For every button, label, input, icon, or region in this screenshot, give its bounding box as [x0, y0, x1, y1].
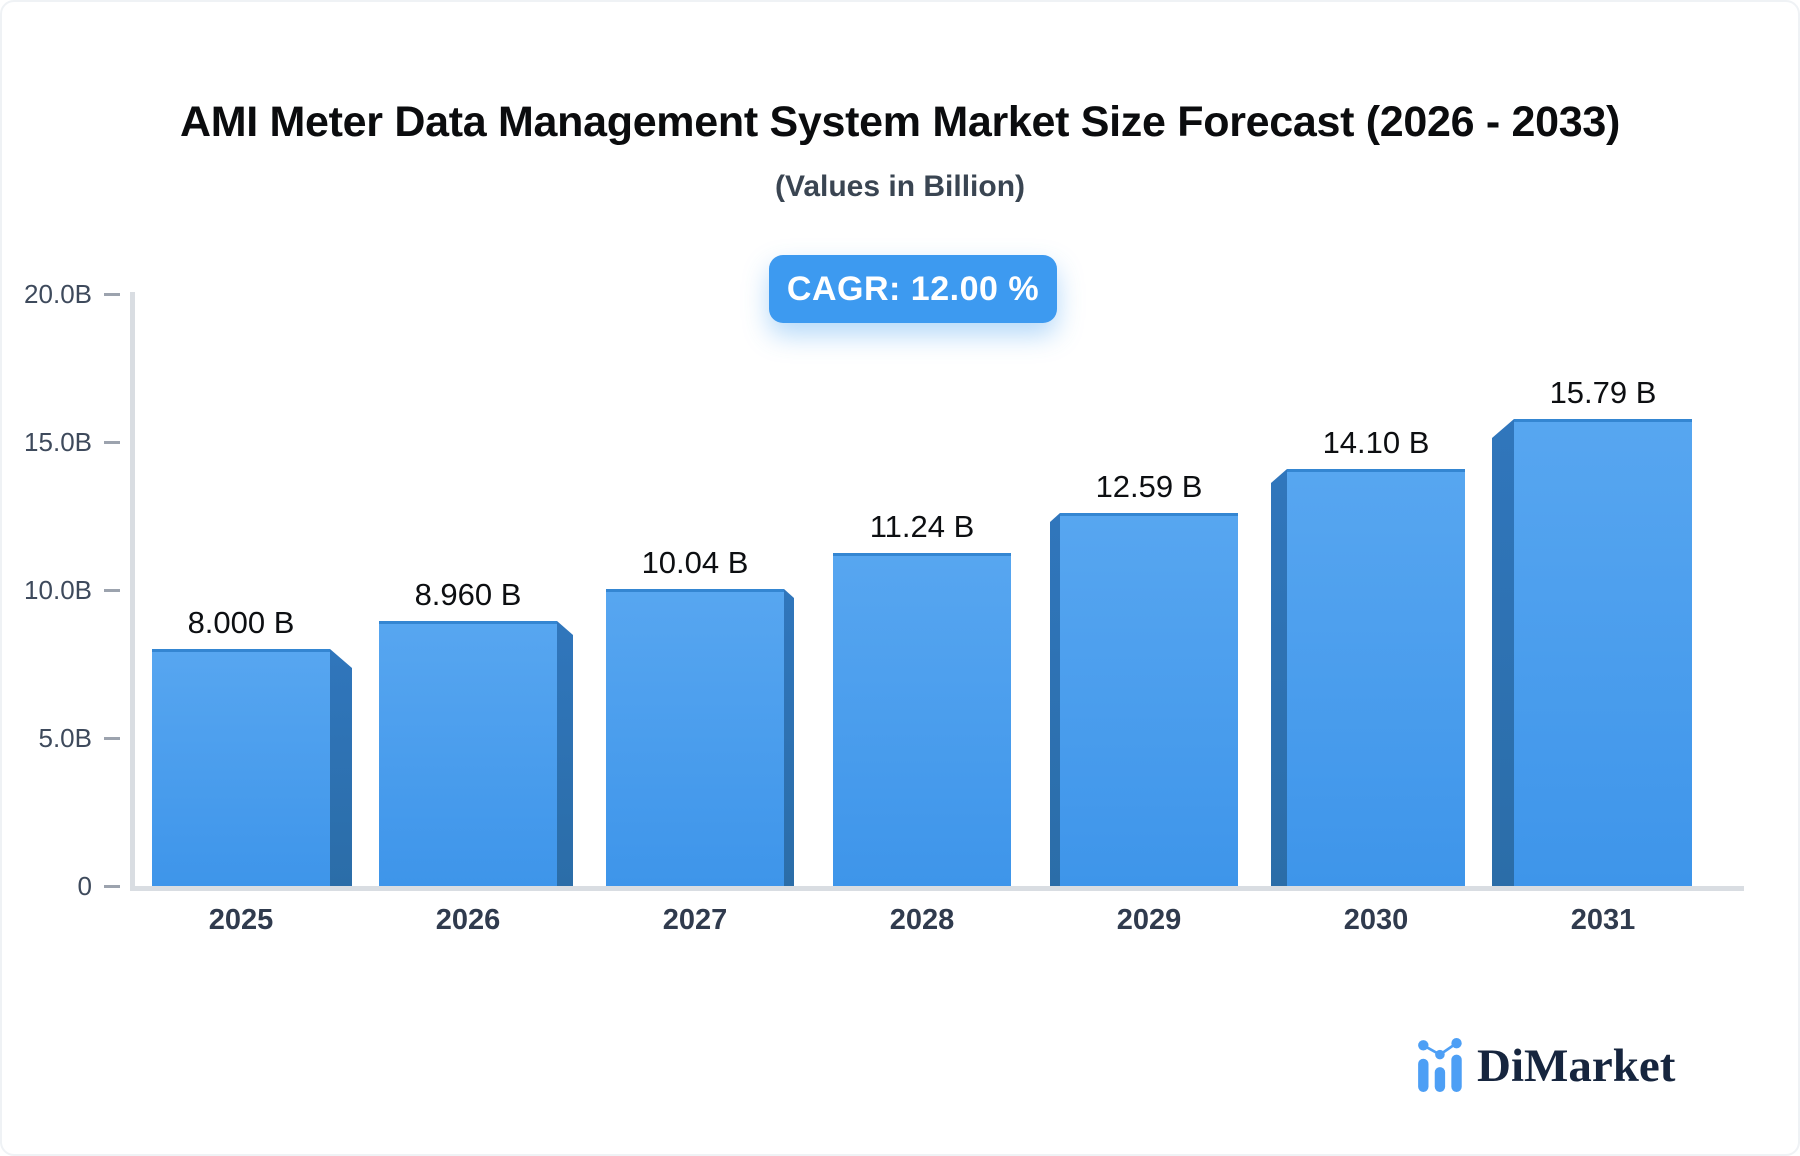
bar-3d-side — [1271, 469, 1287, 886]
x-axis-category-label: 2028 — [889, 904, 955, 936]
bar — [1514, 419, 1692, 886]
y-axis-tick-label: 5.0B — [38, 723, 93, 753]
bar-value-label: 10.04 B — [641, 545, 749, 580]
y-axis-tick-label: 15.0B — [24, 427, 92, 457]
y-axis-line — [130, 292, 135, 891]
brand-logo: DiMarket — [1418, 1038, 1675, 1092]
bar-value-label: 15.79 B — [1549, 375, 1657, 410]
x-axis-category-label: 2031 — [1570, 904, 1636, 936]
bar-value-label: 14.10 B — [1322, 425, 1430, 460]
x-axis-category-label: 2029 — [1116, 904, 1182, 936]
bar-value-label: 12.59 B — [1095, 469, 1203, 504]
chart-title: AMI Meter Data Management System Market … — [179, 98, 1621, 146]
y-axis-tick-label: 0 — [77, 871, 92, 901]
brand-logo-text: DiMarket — [1477, 1040, 1676, 1092]
x-axis-category-label: 2027 — [662, 904, 728, 936]
bar — [606, 589, 784, 886]
brand-logo-icon — [1418, 1038, 1462, 1092]
bar-value-label: 11.24 B — [869, 509, 975, 544]
x-axis-category-label: 2025 — [208, 904, 274, 936]
bar — [1287, 469, 1465, 886]
x-axis-line — [130, 886, 1744, 891]
y-axis-tick-label: 20.0B — [24, 279, 92, 309]
bar — [152, 649, 330, 886]
bar — [1060, 513, 1238, 886]
bar-value-label: 8.000 B — [187, 605, 295, 640]
bar-3d-side — [330, 649, 352, 886]
cagr-badge: CAGR: 12.00 % — [769, 255, 1057, 323]
bar-value-label: 8.960 B — [414, 577, 522, 612]
x-axis-category-label: 2026 — [435, 904, 501, 936]
bar-3d-side — [784, 589, 794, 886]
y-axis-tick-mark — [104, 441, 120, 444]
y-axis-tick-label: 10.0B — [24, 575, 92, 605]
y-axis-tick-mark — [104, 589, 120, 592]
bar — [379, 621, 557, 886]
bar — [833, 553, 1011, 886]
bar-3d-side — [1492, 419, 1514, 886]
bar-3d-side — [1050, 513, 1060, 886]
x-axis-category-label: 2030 — [1343, 904, 1409, 936]
bar-3d-side — [557, 621, 573, 886]
y-axis-tick-mark — [104, 293, 120, 296]
y-axis-tick-mark — [104, 737, 120, 740]
y-axis-tick-mark — [104, 885, 120, 888]
chart-subtitle: (Values in Billion) — [774, 170, 1026, 203]
